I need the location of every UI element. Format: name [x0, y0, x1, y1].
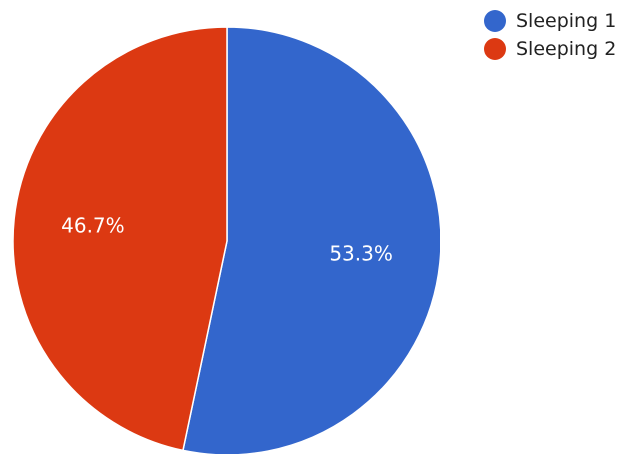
legend-swatch-sleeping-2: [484, 38, 506, 60]
pie-slice-sleeping-2[interactable]: [12, 26, 228, 452]
slice-label-sleeping-2: 46.7%: [61, 214, 125, 238]
legend-item-sleeping-2[interactable]: Sleeping 2: [484, 36, 616, 62]
legend: Sleeping 1 Sleeping 2: [484, 8, 616, 64]
slice-label-sleeping-1: 53.3%: [329, 241, 393, 265]
legend-label-sleeping-1: Sleeping 1: [516, 10, 617, 32]
pie-slice-sleeping-1[interactable]: [182, 26, 440, 454]
legend-item-sleeping-1[interactable]: Sleeping 1: [484, 8, 616, 34]
legend-swatch-sleeping-1: [484, 10, 506, 32]
legend-label-sleeping-2: Sleeping 2: [516, 38, 617, 60]
pie-chart: 53.3% 46.7%: [12, 26, 440, 454]
